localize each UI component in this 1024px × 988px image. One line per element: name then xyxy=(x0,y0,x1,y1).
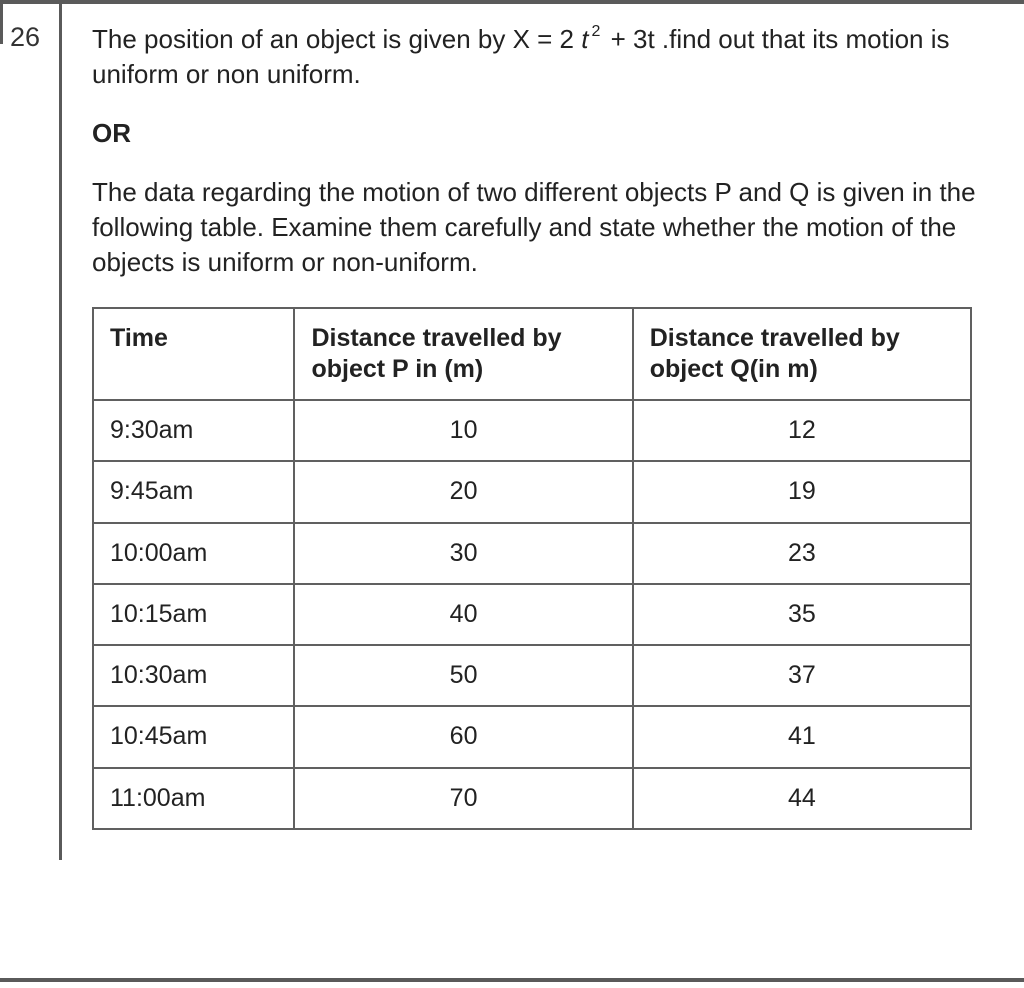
cell-q: 19 xyxy=(633,461,971,522)
cell-p: 60 xyxy=(294,706,632,767)
cell-q: 35 xyxy=(633,584,971,645)
left-border-stub xyxy=(0,4,3,44)
table-row: 9:30am 10 12 xyxy=(93,400,971,461)
table-row: 9:45am 20 19 xyxy=(93,461,971,522)
table-row: 10:45am 60 41 xyxy=(93,706,971,767)
question-body: The position of an object is given by X … xyxy=(62,4,1024,860)
bottom-border xyxy=(0,978,1024,982)
cell-p: 20 xyxy=(294,461,632,522)
header-time: Time xyxy=(93,308,294,401)
equation-t: t xyxy=(581,22,588,57)
data-table: Time Distance travelled by object P in (… xyxy=(92,307,972,830)
table-row: 10:00am 30 23 xyxy=(93,523,971,584)
header-distance-p: Distance travelled by object P in (m) xyxy=(294,308,632,401)
question-number: 26 xyxy=(10,22,40,52)
table-row: 10:30am 50 37 xyxy=(93,645,971,706)
table-row: 10:15am 40 35 xyxy=(93,584,971,645)
cell-time: 10:30am xyxy=(93,645,294,706)
cell-p: 30 xyxy=(294,523,632,584)
para1-text-a: The position of an object is given by X … xyxy=(92,24,574,54)
cell-time: 10:45am xyxy=(93,706,294,767)
question-part1: The position of an object is given by X … xyxy=(92,22,996,92)
cell-p: 70 xyxy=(294,768,632,829)
cell-q: 23 xyxy=(633,523,971,584)
cell-time: 10:00am xyxy=(93,523,294,584)
cell-time: 9:30am xyxy=(93,400,294,461)
cell-p: 50 xyxy=(294,645,632,706)
cell-q: 44 xyxy=(633,768,971,829)
header-distance-q: Distance travelled by object Q(in m) xyxy=(633,308,971,401)
cell-p: 40 xyxy=(294,584,632,645)
or-separator: OR xyxy=(92,116,996,151)
cell-time: 10:15am xyxy=(93,584,294,645)
content-row: 26 The position of an object is given by… xyxy=(0,4,1024,860)
cell-time: 9:45am xyxy=(93,461,294,522)
question-part2: The data regarding the motion of two dif… xyxy=(92,175,996,280)
cell-q: 37 xyxy=(633,645,971,706)
cell-q: 41 xyxy=(633,706,971,767)
equation-superscript: 2 xyxy=(591,21,600,43)
equation-t-squared: t2 xyxy=(581,22,603,57)
table-header-row: Time Distance travelled by object P in (… xyxy=(93,308,971,401)
cell-p: 10 xyxy=(294,400,632,461)
question-number-cell: 26 xyxy=(0,4,62,860)
page: 26 The position of an object is given by… xyxy=(0,0,1024,988)
cell-q: 12 xyxy=(633,400,971,461)
table-row: 11:00am 70 44 xyxy=(93,768,971,829)
cell-time: 11:00am xyxy=(93,768,294,829)
data-table-wrap: Time Distance travelled by object P in (… xyxy=(92,307,996,830)
